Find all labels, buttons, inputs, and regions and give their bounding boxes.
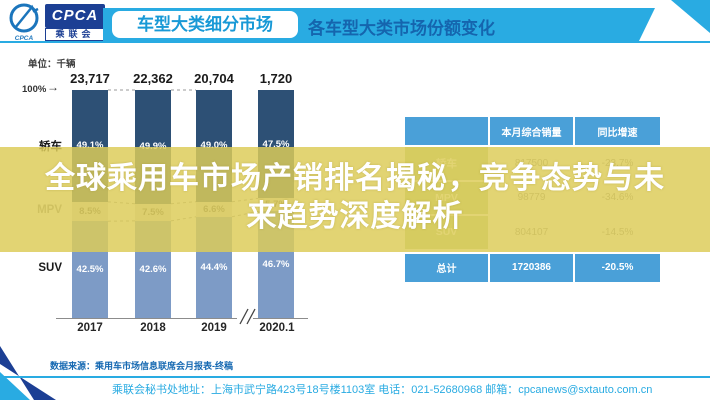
segment-pct-label: 49.1%: [76, 140, 104, 152]
segment-pct-label: 42.6%: [139, 263, 167, 275]
bar-total-2018: 22,362: [133, 71, 173, 86]
year-label-2018: 2018: [140, 322, 166, 334]
year-label-2020-1: 2020.1: [259, 322, 295, 334]
segment-pct-label: 42.5%: [76, 264, 104, 276]
unit-label: 单位：千辆: [28, 59, 76, 70]
cpca-logo-acronym: CPCA: [45, 4, 105, 28]
cpca-emblem-label: CPCA: [14, 35, 34, 42]
header-divider: [0, 41, 710, 43]
table-header-empty: [405, 117, 490, 147]
segment-pct-label: 44.4%: [200, 261, 228, 273]
axis-100-label: 100%: [22, 84, 47, 95]
bar-total-2020-1: 1,720: [259, 71, 293, 86]
headline-line-1: 全球乘用车市场产销排名揭秘，竞争态势与未: [45, 162, 665, 195]
series-label-SUV: SUV: [38, 261, 62, 274]
contact-info: 乘联会秘书处地址：上海市武宁路423号18号楼1103室 电话：021-5268…: [112, 384, 653, 396]
bar-total-2019: 20,704: [194, 71, 234, 86]
table-total-row: 总计 1720386 -20.5%: [405, 253, 660, 284]
segment-pct-label: 46.7%: [262, 259, 290, 271]
footer-stripes-decoration: [0, 346, 56, 400]
segment-pct-label: 49.0%: [200, 140, 228, 152]
headline-text: 全球乘用车市场产销排名揭秘，竞争态势与未 来趋势深度解析: [0, 147, 710, 236]
data-source-note: 数据来源：乘用车市场信息联席会月报表-终稿: [50, 361, 233, 371]
headline-overlay: 全球乘用车市场产销排名揭秘，竞争态势与未 来趋势深度解析: [0, 147, 710, 252]
table-header-row: 本月综合销量 同比增速: [405, 117, 660, 147]
year-label-2017: 2017: [77, 322, 103, 334]
slide-subtitle: 各车型大类市场份额变化: [308, 19, 495, 38]
total-label-cell: 总计: [405, 253, 490, 284]
segment-pct-label: 49.9%: [140, 141, 167, 152]
footer-divider: [0, 376, 710, 378]
segment-pct-label: 47.5%: [262, 138, 290, 150]
cpca-emblem-icon: [9, 3, 39, 33]
slide-title: 车型大类细分市场: [112, 11, 298, 38]
table-header-sales: 本月综合销量: [490, 117, 575, 147]
total-sales-cell: 1720386: [490, 253, 575, 284]
headline-line-2: 来趋势深度解析: [246, 200, 464, 233]
total-yoy-cell: -20.5%: [575, 253, 660, 284]
bar-total-2017: 23,717: [70, 71, 110, 86]
year-label-2019: 2019: [201, 322, 227, 334]
cpca-logo-chinese-name: 乘联会: [45, 28, 105, 41]
table-header-yoy: 同比增速: [575, 117, 660, 147]
